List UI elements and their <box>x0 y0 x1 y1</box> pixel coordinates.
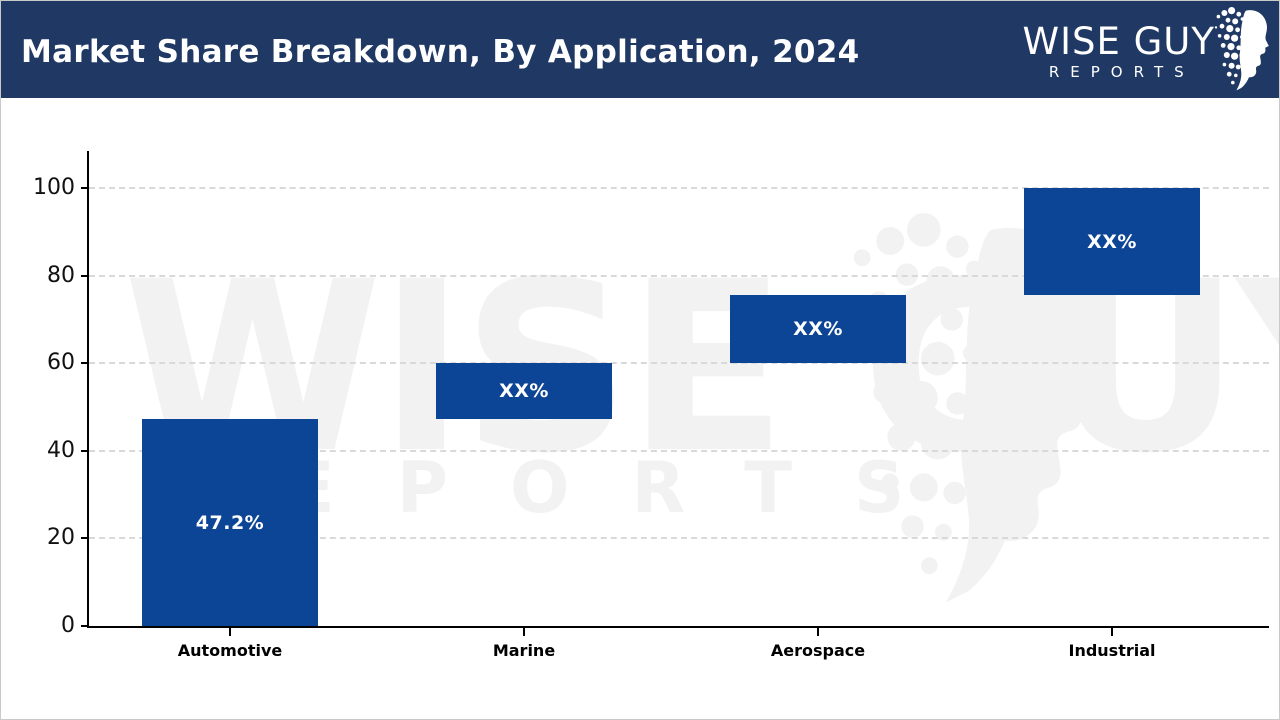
x-axis-spine <box>87 626 1269 628</box>
y-axis-tick <box>81 362 89 365</box>
bar-aerospace: XX% <box>730 295 906 364</box>
x-axis-tick <box>1111 628 1113 636</box>
x-axis-tick <box>523 628 525 636</box>
gridline <box>89 449 1269 452</box>
y-axis-tick <box>81 274 89 277</box>
bar-value-label: XX% <box>499 380 549 403</box>
gridline <box>89 537 1269 540</box>
page-title: Market Share Breakdown, By Application, … <box>21 34 860 70</box>
y-axis-tick-label: 40 <box>47 437 75 463</box>
x-axis-tick <box>229 628 231 636</box>
header-bar: Market Share Breakdown, By Application, … <box>1 1 1279 98</box>
x-axis-category-label: Aerospace <box>770 641 866 660</box>
gridline <box>89 274 1269 277</box>
gridline <box>89 362 1269 365</box>
y-axis-tick-label: 100 <box>33 175 75 200</box>
y-axis-tick-label: 20 <box>47 525 75 551</box>
x-axis-category-label: Marine <box>492 641 556 660</box>
logo-text: WISE GUY REPORTS <box>1022 20 1215 81</box>
bar-value-label: 47.2% <box>195 511 265 534</box>
wise-guy-logo: WISE GUY REPORTS <box>1023 7 1271 91</box>
x-axis-category-label: Industrial <box>1068 641 1156 660</box>
y-axis-tick-label: 80 <box>47 262 75 288</box>
bar-marine: XX% <box>436 363 612 420</box>
bar-industrial: XX% <box>1024 188 1200 296</box>
x-axis-tick <box>817 628 819 636</box>
x-axis-category-label: Automotive <box>177 641 283 660</box>
y-axis-tick-label: 60 <box>47 350 75 376</box>
y-axis-tick-label: 0 <box>61 613 75 638</box>
y-axis-tick <box>81 537 89 540</box>
y-axis-tick <box>81 187 89 189</box>
y-axis-tick <box>81 449 89 452</box>
wise-guy-head-icon <box>1214 7 1269 91</box>
bar-automotive: 47.2% <box>142 419 318 626</box>
bar-value-label: XX% <box>1087 230 1137 253</box>
gridline <box>89 187 1269 189</box>
logo-wordmark: WISE GUY <box>1022 20 1215 63</box>
logo-reports-text: REPORTS <box>1048 62 1195 81</box>
y-axis-tick <box>81 625 89 627</box>
bar-value-label: XX% <box>793 318 843 341</box>
y-axis-spine <box>87 151 89 628</box>
